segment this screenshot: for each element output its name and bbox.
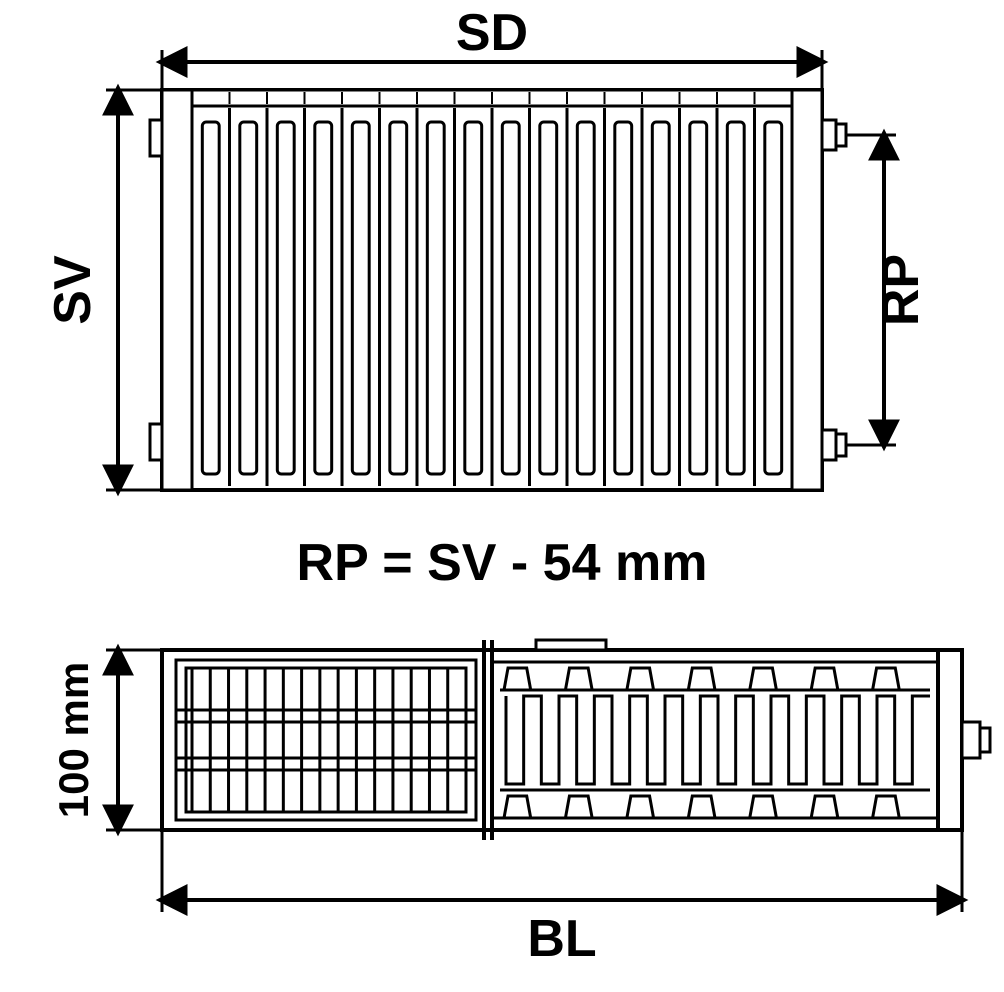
label-SV: SV: [44, 255, 102, 325]
label-RP: RP: [872, 254, 930, 326]
dimension-SV: SV: [44, 90, 162, 490]
dimension-RP: RP: [846, 135, 930, 445]
top-view: [162, 640, 990, 840]
front-view: [150, 90, 846, 490]
top-grille: [176, 660, 476, 820]
label-depth: 100 mm: [50, 662, 97, 818]
dimension-depth: 100 mm: [50, 650, 162, 830]
label-SD: SD: [456, 4, 528, 62]
formula-text: RP = SV - 54 mm: [297, 534, 708, 592]
dimension-BL: BL: [162, 830, 962, 968]
dimension-SD: SD: [162, 4, 822, 90]
label-BL: BL: [527, 910, 596, 968]
radiator-technical-drawing: SD SV RP RP = SV - 54 mm: [0, 0, 1004, 992]
